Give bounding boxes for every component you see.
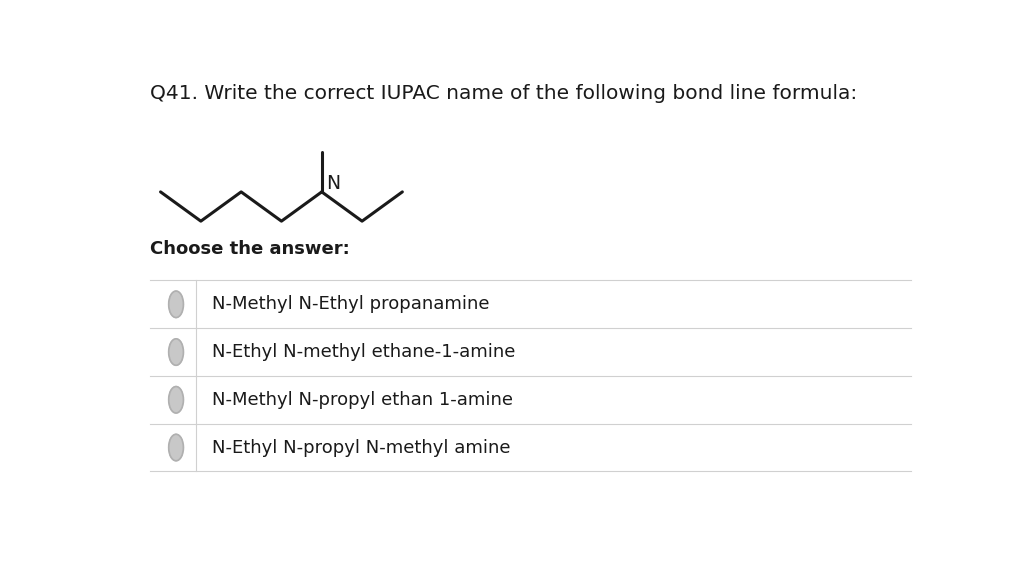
Text: N-Methyl N-Ethyl propanamine: N-Methyl N-Ethyl propanamine [212,295,489,314]
Text: N: N [327,174,341,192]
Ellipse shape [169,387,183,413]
Ellipse shape [169,291,183,318]
Ellipse shape [169,339,183,365]
Text: N-Ethyl N-propyl N-methyl amine: N-Ethyl N-propyl N-methyl amine [212,439,510,457]
Text: N-Ethyl N-methyl ethane-1-amine: N-Ethyl N-methyl ethane-1-amine [212,343,515,361]
Text: Q41. Write the correct IUPAC name of the following bond line formula:: Q41. Write the correct IUPAC name of the… [150,84,857,103]
Text: N-Methyl N-propyl ethan 1-amine: N-Methyl N-propyl ethan 1-amine [212,391,513,409]
Ellipse shape [169,434,183,461]
Text: Choose the answer:: Choose the answer: [150,241,349,259]
